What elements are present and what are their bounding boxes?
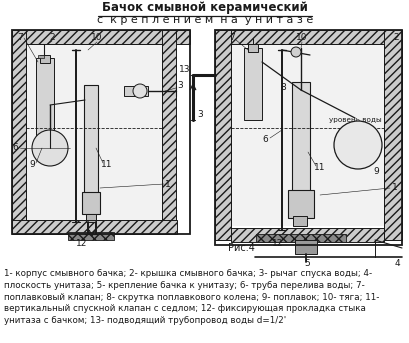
Bar — [292, 216, 306, 226]
Bar — [84, 85, 98, 195]
Text: 3: 3 — [177, 82, 182, 91]
Bar — [214, 30, 401, 44]
Text: 4: 4 — [393, 259, 399, 268]
Text: Бачок смывной керамический: Бачок смывной керамический — [102, 0, 307, 13]
Text: 11: 11 — [101, 161, 112, 169]
Text: 1: 1 — [391, 184, 397, 192]
Bar — [12, 30, 189, 234]
Bar — [247, 44, 257, 52]
Bar — [214, 30, 230, 240]
Text: 2: 2 — [392, 33, 398, 42]
Bar — [255, 234, 345, 242]
Text: 9: 9 — [29, 161, 35, 169]
Text: 1: 1 — [165, 180, 171, 189]
Text: уровень воды: уровень воды — [328, 117, 381, 123]
Bar — [26, 44, 162, 220]
Bar — [291, 82, 309, 194]
Text: 2: 2 — [49, 33, 55, 42]
Bar — [40, 55, 50, 63]
Text: 10: 10 — [296, 33, 307, 42]
Bar — [230, 44, 383, 225]
Text: 5: 5 — [303, 260, 309, 269]
Bar — [12, 220, 177, 234]
Text: 11: 11 — [313, 164, 325, 173]
Text: 13: 13 — [179, 66, 190, 74]
Text: 9: 9 — [372, 167, 378, 177]
Bar — [82, 192, 100, 214]
Text: 10: 10 — [91, 33, 103, 42]
Bar — [38, 55, 44, 58]
Text: 7: 7 — [229, 33, 234, 42]
Bar — [86, 214, 96, 222]
Bar — [287, 190, 313, 218]
Circle shape — [133, 84, 147, 98]
Bar — [243, 48, 261, 120]
Text: 8: 8 — [279, 83, 285, 93]
Text: Рис.4: Рис.4 — [227, 243, 254, 253]
Bar — [36, 58, 54, 140]
Bar — [12, 30, 189, 44]
Circle shape — [333, 121, 381, 169]
Bar — [294, 240, 316, 254]
Text: 12: 12 — [76, 239, 88, 248]
Text: 6: 6 — [12, 143, 18, 153]
Text: 12: 12 — [272, 239, 283, 248]
Bar — [68, 232, 114, 240]
Circle shape — [32, 130, 68, 166]
Bar — [383, 30, 401, 240]
Circle shape — [290, 47, 300, 57]
Bar — [230, 228, 383, 242]
Bar — [214, 30, 401, 245]
Bar — [162, 30, 175, 230]
Text: 6: 6 — [261, 135, 267, 144]
Bar — [12, 30, 26, 230]
Bar — [124, 86, 148, 96]
Text: 3: 3 — [197, 110, 202, 119]
Text: 1- корпус смывного бачка; 2- крышка смывного бачка; 3- рычаг спуска воды; 4-
пло: 1- корпус смывного бачка; 2- крышка смыв… — [4, 269, 378, 325]
Text: 7: 7 — [17, 34, 23, 43]
Text: с  к р е п л е н и е м  н а  у н и т а з е: с к р е п л е н и е м н а у н и т а з е — [97, 15, 312, 25]
